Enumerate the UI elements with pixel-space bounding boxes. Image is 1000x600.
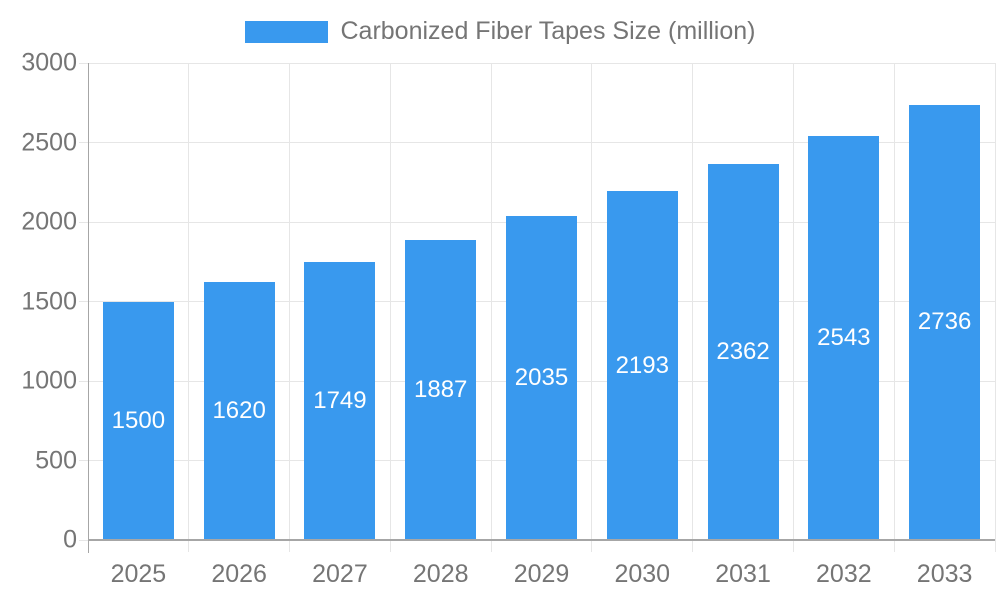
x-gridline: [893, 63, 895, 540]
y-axis-label: 3000: [21, 48, 77, 77]
x-tick-mark: [289, 540, 291, 552]
x-gridline: [289, 63, 291, 540]
y-gridline: [88, 62, 995, 64]
x-gridline: [994, 63, 996, 540]
y-tick-mark: [79, 142, 88, 143]
y-axis-label: 2000: [21, 207, 77, 236]
y-axis-label: 1000: [21, 366, 77, 395]
plot-area: 0 500 1000 1500 2000 2500 3000 1500 2025 1620 2026…: [21, 50, 996, 587]
y-axis-label: 500: [35, 446, 77, 474]
y-axis-label: 0: [63, 525, 77, 554]
bar-value-label: 1500: [111, 406, 166, 434]
bar[interactable]: 1887: [405, 239, 477, 540]
y-tick-mark: [79, 539, 88, 541]
bar-value-label: 2543: [817, 323, 871, 351]
y-tick-mark: [79, 380, 88, 382]
x-gridline: [490, 63, 492, 540]
y-tick-mark: [79, 221, 88, 223]
y-tick-mark: [79, 460, 88, 461]
x-tick-mark: [389, 540, 391, 552]
x-axis-label: 2030: [614, 560, 671, 588]
bar[interactable]: 2035: [506, 216, 577, 540]
bar-value-label: 2035: [514, 364, 569, 392]
bar[interactable]: 1500: [102, 301, 174, 540]
x-tick-mark: [692, 540, 694, 552]
y-tick-mark: [79, 62, 88, 64]
bar[interactable]: 1749: [304, 261, 376, 540]
x-tick-mark: [893, 540, 895, 552]
bar-value-label: 1620: [212, 397, 266, 425]
x-gridline: [188, 63, 190, 540]
y-axis-line: [88, 63, 89, 553]
y-gridline: [88, 142, 995, 143]
bar[interactable]: 2193: [606, 191, 678, 540]
bar-value-label: 2362: [716, 338, 770, 366]
y-axis-label: 1500: [21, 287, 77, 315]
x-axis-label: 2027: [312, 560, 368, 588]
x-axis-label: 2033: [916, 560, 973, 588]
bar-value-label: 1887: [414, 375, 468, 403]
x-tick-mark: [994, 540, 996, 552]
bar[interactable]: 2736: [909, 104, 981, 540]
bar[interactable]: 1620: [203, 282, 275, 540]
bar-value-label: 2193: [615, 351, 669, 379]
x-axis-label: 2032: [816, 560, 872, 588]
x-tick-mark: [490, 540, 492, 552]
legend-swatch: [244, 20, 328, 43]
x-gridline: [389, 63, 391, 540]
x-gridline: [692, 63, 694, 540]
y-axis-label: 2500: [21, 128, 77, 156]
x-axis-label: 2029: [513, 560, 570, 588]
x-tick-mark: [792, 540, 794, 552]
x-axis-label: 2028: [412, 560, 469, 588]
x-axis-label: 2026: [211, 560, 267, 588]
bar-value-label: 1749: [313, 386, 367, 414]
x-axis-line: [88, 539, 995, 541]
bar[interactable]: 2362: [707, 164, 779, 540]
x-axis-label: 2031: [715, 560, 771, 588]
legend-label: Carbonized Fiber Tapes Size (million): [340, 17, 756, 45]
x-tick-mark: [591, 540, 593, 552]
x-gridline: [591, 63, 593, 540]
x-gridline: [792, 63, 794, 540]
x-tick-mark: [188, 540, 190, 552]
y-tick-mark: [79, 301, 88, 302]
legend[interactable]: Carbonized Fiber Tapes Size (million): [0, 17, 1000, 46]
x-axis-label: 2025: [110, 560, 167, 588]
bar-value-label: 2736: [917, 308, 972, 336]
bar[interactable]: 2543: [808, 135, 880, 540]
